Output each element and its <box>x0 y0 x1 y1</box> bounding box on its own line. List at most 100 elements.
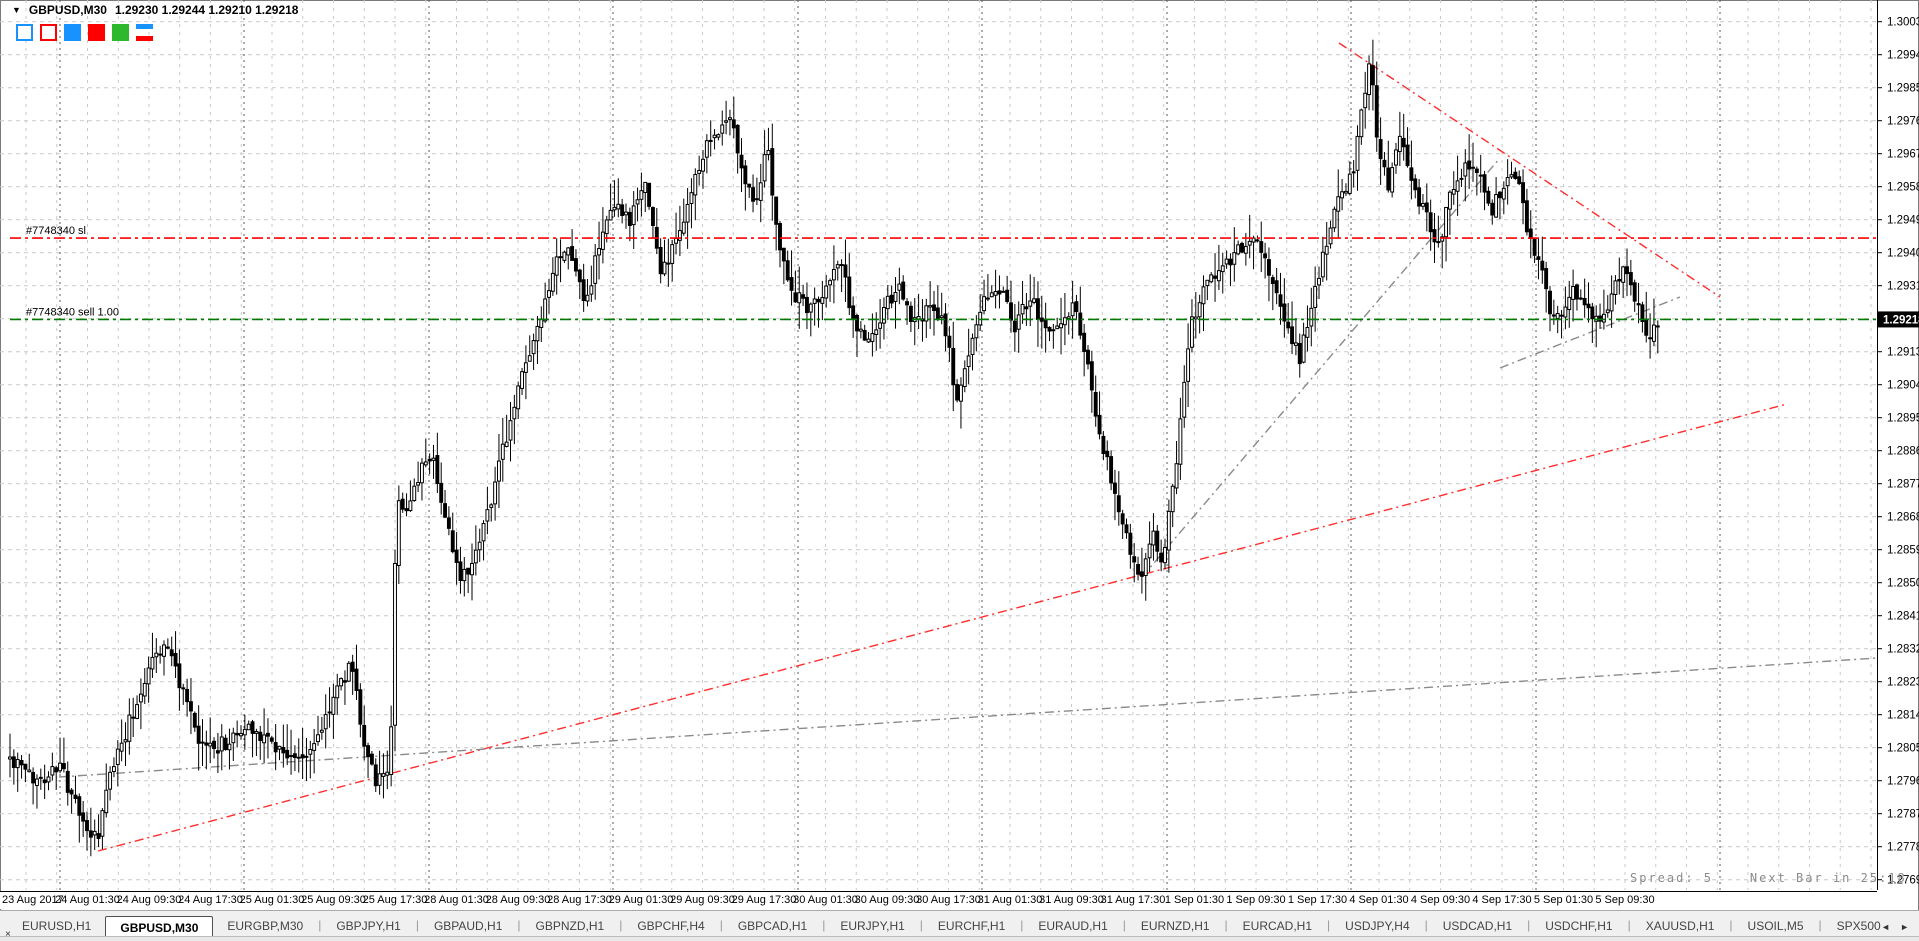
tab-gbpusd-m30[interactable]: GBPUSD,M30 <box>105 916 214 937</box>
swatch-fill-red[interactable] <box>88 24 105 41</box>
ascending-red-trendline[interactable] <box>97 403 1788 852</box>
swatch-lines-blue-red[interactable] <box>136 24 153 41</box>
tab-eurgbp-m30[interactable]: EURGBP,M30 <box>227 919 304 933</box>
time-label: 29 Aug 01:30 <box>608 894 674 906</box>
tab-gbpnzd-h1[interactable]: GBPNZD,H1 <box>535 919 605 933</box>
price-label: 1.29670 <box>1887 149 1919 161</box>
tab-gbpaud-h1[interactable]: GBPAUD,H1 <box>433 919 503 933</box>
tab-eurnzd-h1[interactable]: EURNZD,H1 <box>1140 919 1210 933</box>
descending-red-trendline[interactable] <box>1338 42 1721 298</box>
chart-title-bar: ▼ GBPUSD,M30 1.29230 1.29244 1.29210 1.2… <box>12 3 298 17</box>
tab-eurjpy-h1[interactable]: EURJPY,H1 <box>840 919 905 933</box>
time-label: 24 Aug 01:30 <box>55 894 120 906</box>
tab-usoil-m5[interactable]: USOIL,M5 <box>1747 919 1804 933</box>
time-label: 31 Aug 17:30 <box>1100 894 1166 906</box>
price-label: 1.29130 <box>1887 347 1919 359</box>
time-label: 4 Sep 09:30 <box>1410 894 1471 906</box>
price-label: 1.28230 <box>1887 677 1919 689</box>
time-label: 24 Aug 09:30 <box>116 894 182 906</box>
time-label: 28 Aug 09:30 <box>485 894 551 906</box>
status-line: Spread: 5 Next Bar in 25:18 <box>1630 871 1907 885</box>
ohlc-values: 1.29230 1.29244 1.29210 1.29218 <box>114 3 299 17</box>
tab-eurcad-h1[interactable]: EURCAD,H1 <box>1242 919 1313 933</box>
tab-scroll-left-icon[interactable]: ◄ <box>1881 922 1891 932</box>
grid <box>0 0 1877 890</box>
price-label: 1.28410 <box>1887 611 1919 623</box>
price-label: 1.30030 <box>1887 17 1919 29</box>
tab-separator: | <box>1729 918 1733 932</box>
swatch-fill-blue[interactable] <box>64 24 81 41</box>
tab-separator: | <box>1424 918 1428 932</box>
tab-separator: | <box>1627 918 1631 932</box>
tab-spx500-m5[interactable]: SPX500,M5 <box>1836 919 1881 933</box>
time-label: 4 Sep 01:30 <box>1349 894 1409 906</box>
time-label: 24 Aug 17:30 <box>178 894 243 906</box>
close-icon[interactable]: × <box>5 929 11 940</box>
color-palette <box>16 24 153 41</box>
time-label: 31 Aug 09:30 <box>1039 894 1104 906</box>
price-label: 1.27780 <box>1887 842 1919 854</box>
swatch-outline-blue[interactable] <box>16 24 33 41</box>
tab-usdcad-h1[interactable]: USDCAD,H1 <box>1442 919 1513 933</box>
price-label: 1.28950 <box>1887 413 1919 425</box>
tab-eurusd-h1[interactable]: EURUSD,H1 <box>22 919 92 933</box>
swatch-bottom-bar <box>136 36 153 41</box>
time-label: 29 Aug 09:30 <box>670 894 735 906</box>
tab-separator: | <box>1020 918 1024 932</box>
tab-xauusd-h1[interactable]: XAUUSD,H1 <box>1645 919 1715 933</box>
short-gray-trendline[interactable] <box>1499 296 1681 369</box>
tab-separator: | <box>1327 918 1331 932</box>
time-label: 29 Aug 17:30 <box>731 894 797 906</box>
time-label: 28 Aug 01:30 <box>424 894 489 906</box>
tab-separator: | <box>1224 918 1228 932</box>
time-label: 30 Aug 17:30 <box>916 894 981 906</box>
price-label: 1.29490 <box>1887 215 1919 227</box>
tab-gbpjpy-h1[interactable]: GBPJPY,H1 <box>336 919 401 933</box>
tab-separator: | <box>719 918 723 932</box>
tab-scroll-right-icon[interactable]: ► <box>1900 922 1909 932</box>
price-label: 1.27870 <box>1887 809 1919 821</box>
price-label: 1.29850 <box>1887 83 1919 95</box>
price-label: 1.28680 <box>1887 512 1919 524</box>
time-label: 30 Aug 09:30 <box>854 894 920 906</box>
price-label: 1.28770 <box>1887 479 1919 491</box>
price-label: 1.28860 <box>1887 446 1919 458</box>
tab-separator: | <box>1818 918 1822 932</box>
time-label: 1 Sep 17:30 <box>1287 894 1348 906</box>
steep-gray-trendline[interactable] <box>1141 157 1501 578</box>
chart-canvas[interactable]: #7748340 sl #7748340 sell 1.00 1.30030 1.29… <box>0 0 1919 891</box>
price-label: 1.28320 <box>1887 644 1919 656</box>
long-gray-trendline[interactable] <box>58 657 1878 778</box>
price-label: 1.29400 <box>1887 248 1919 260</box>
tab-separator: | <box>415 918 419 932</box>
trendlines <box>58 42 1878 852</box>
swatch-outline-red[interactable] <box>40 24 57 41</box>
tab-scroll-controls: ◄ ► <box>1881 922 1919 937</box>
tab-separator: | <box>1122 918 1126 932</box>
tab-euraud-h1[interactable]: EURAUD,H1 <box>1038 919 1108 933</box>
time-axis: 23 Aug 2017 24 Aug 01:30 24 Aug 09:30 24 Au… <box>0 891 1877 909</box>
price-label: 1.29310 <box>1887 281 1919 293</box>
price-label: 1.28590 <box>1887 545 1919 557</box>
chart-dropdown-icon[interactable]: ▼ <box>12 5 21 15</box>
time-label: 1 Sep 09:30 <box>1226 894 1286 906</box>
tab-separator: | <box>919 918 923 932</box>
tab-eurchf-h1[interactable]: EURCHF,H1 <box>937 919 1006 933</box>
tab-gbpcad-h1[interactable]: GBPCAD,H1 <box>737 919 808 933</box>
sell-order-line[interactable]: #7748340 sell 1.00 <box>10 306 1877 321</box>
price-axis: 1.30030 1.29940 1.29850 1.29760 1.29670 1.295… <box>1877 17 1919 887</box>
tab-gbpchf-h4[interactable]: GBPCHF,H4 <box>637 919 705 933</box>
time-label: 31 Aug 01:30 <box>977 894 1043 906</box>
tab-usdjpy-h4[interactable]: USDJPY,H4 <box>1345 919 1410 933</box>
price-label: 1.29940 <box>1887 50 1919 62</box>
tab-separator: | <box>619 918 623 932</box>
stop-loss-line[interactable]: #7748340 sl <box>10 225 1877 239</box>
swatch-fill-green[interactable] <box>112 24 129 41</box>
current-price-badge: 1.29218 <box>1878 311 1919 328</box>
tab-usdchf-h1[interactable]: USDCHF,H1 <box>1545 919 1613 933</box>
time-label: 1 Sep 01:30 <box>1164 894 1225 906</box>
time-label: 28 Aug 17:30 <box>547 894 612 906</box>
bottom-strip <box>0 936 1919 941</box>
time-label: 5 Sep 09:30 <box>1595 894 1655 906</box>
time-label: 25 Aug 17:30 <box>362 894 428 906</box>
